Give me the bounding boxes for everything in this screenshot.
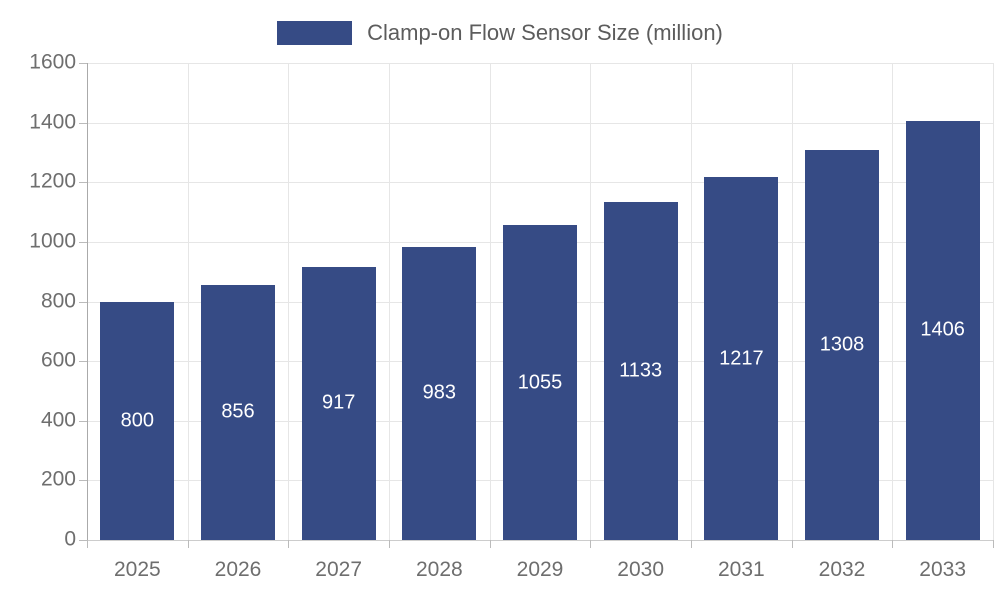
gridline-horizontal [87, 182, 993, 184]
y-axis-label: 1600 [29, 50, 76, 74]
gridline-vertical [288, 63, 290, 540]
bar: 917 [301, 266, 376, 540]
y-axis-tick [79, 540, 87, 541]
bar: 1406 [905, 120, 980, 540]
gridline-vertical [590, 63, 592, 540]
x-axis-label: 2031 [717, 558, 765, 581]
x-axis-label: 2026 [214, 558, 262, 581]
x-axis-tick [288, 540, 290, 548]
y-axis-tick [79, 361, 87, 363]
x-axis-tick [489, 540, 491, 548]
y-axis-label: 600 [40, 348, 76, 372]
bar-value-label: 856 [221, 400, 255, 423]
gridline-vertical [691, 63, 692, 540]
bar: 800 [100, 301, 175, 540]
y-axis-label: 200 [40, 467, 76, 491]
y-axis-tick [79, 63, 87, 64]
y-axis-tick [79, 122, 87, 124]
bar-value-label: 1308 [819, 333, 865, 356]
y-axis-tick [79, 241, 87, 243]
bar: 983 [402, 246, 477, 540]
x-axis-baseline [87, 540, 993, 541]
legend-label: Clamp-on Flow Sensor Size (million) [367, 20, 723, 45]
x-axis-label: 2028 [415, 558, 463, 581]
y-axis-line [87, 63, 88, 540]
y-axis-tick [79, 182, 87, 184]
y-axis-label: 800 [40, 289, 76, 313]
y-axis-tick [79, 480, 87, 482]
gridline-vertical [187, 63, 189, 540]
x-axis-tick [389, 540, 390, 548]
x-axis-label: 2025 [113, 558, 161, 581]
x-axis-tick [187, 540, 189, 548]
bar: 1308 [805, 150, 879, 540]
gridline-vertical [389, 63, 390, 540]
x-axis-tick [87, 540, 88, 548]
gridline-vertical [993, 63, 994, 540]
legend-item[interactable]: Clamp-on Flow Sensor Size (million) [0, 20, 1000, 46]
bar-value-label: 1406 [920, 318, 965, 341]
bar-value-label: 1055 [517, 371, 563, 394]
legend-swatch [277, 21, 353, 45]
gridline-horizontal [87, 122, 993, 124]
x-axis-label: 2029 [516, 558, 564, 581]
bar-value-label: 1217 [719, 347, 764, 370]
bar-value-label: 800 [120, 409, 155, 432]
x-axis-label: 2032 [818, 558, 866, 581]
y-axis-label: 1000 [29, 229, 76, 253]
gridline-vertical [791, 63, 793, 540]
bar: 1217 [704, 177, 779, 540]
y-axis-label: 400 [40, 408, 76, 432]
y-axis-tick [79, 420, 87, 422]
x-axis-tick [590, 540, 592, 548]
y-axis-tick [79, 301, 87, 303]
x-axis-tick [993, 540, 994, 548]
y-axis-label: 0 [64, 527, 76, 551]
bar-value-label: 983 [422, 381, 457, 404]
bar: 1055 [503, 225, 577, 540]
bar-value-label: 917 [321, 391, 356, 414]
y-axis-label: 1400 [29, 110, 76, 134]
bar: 1133 [603, 202, 678, 540]
x-axis-label: 2027 [315, 558, 363, 581]
x-axis-tick [791, 540, 793, 548]
gridline-horizontal [87, 63, 993, 64]
gridline-vertical [489, 63, 491, 540]
x-axis-label: 2030 [617, 558, 665, 581]
x-axis-tick [892, 540, 894, 548]
x-axis-label: 2033 [919, 558, 967, 581]
y-axis-label: 1200 [29, 169, 76, 193]
bar: 856 [201, 284, 275, 540]
gridline-vertical [892, 63, 894, 540]
x-axis-tick [691, 540, 692, 548]
bar-value-label: 1133 [619, 359, 663, 382]
